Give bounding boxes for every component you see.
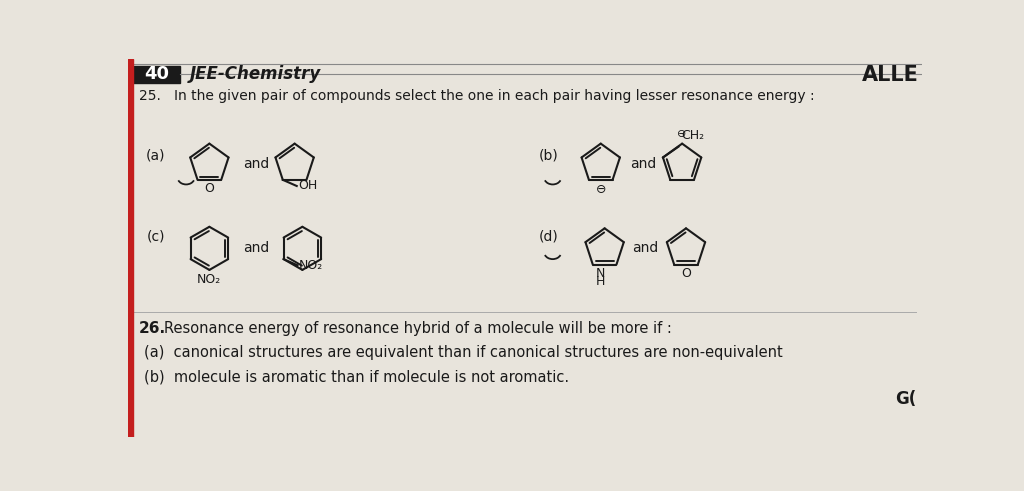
Text: and: and: [243, 157, 269, 171]
Text: ALLE: ALLE: [861, 65, 919, 85]
Text: and: and: [632, 242, 658, 255]
Text: NO₂: NO₂: [198, 273, 221, 286]
Bar: [133, 66, 180, 83]
Text: and: and: [630, 157, 656, 171]
Text: (b)  molecule is aromatic than if molecule is not aromatic.: (b) molecule is aromatic than if molecul…: [143, 369, 568, 384]
Text: H: H: [595, 275, 604, 288]
Bar: [128, 59, 133, 437]
Text: OH: OH: [298, 180, 317, 192]
Text: JEE-Chemistry: JEE-Chemistry: [190, 65, 322, 83]
Text: ⊖: ⊖: [677, 129, 686, 139]
Text: Resonance energy of resonance hybrid of a molecule will be more if :: Resonance energy of resonance hybrid of …: [164, 322, 672, 336]
Text: 26.: 26.: [139, 322, 166, 336]
Text: and: and: [243, 242, 269, 255]
Text: (a): (a): [145, 149, 165, 163]
Text: (d): (d): [539, 230, 558, 244]
Text: 40: 40: [144, 65, 169, 83]
Text: O: O: [681, 267, 691, 280]
Text: G(: G(: [895, 390, 916, 408]
Text: (a)  canonical structures are equivalent than if canonical structures are non-eq: (a) canonical structures are equivalent …: [143, 345, 782, 359]
Text: NO₂: NO₂: [298, 259, 323, 272]
Text: ⊖: ⊖: [596, 183, 606, 196]
Text: N: N: [595, 267, 604, 280]
Text: (c): (c): [146, 230, 165, 244]
Text: 25.   In the given pair of compounds select the one in each pair having lesser r: 25. In the given pair of compounds selec…: [139, 89, 814, 103]
Text: (b): (b): [539, 149, 558, 163]
Text: O: O: [205, 182, 214, 195]
Text: CH₂: CH₂: [682, 129, 705, 142]
